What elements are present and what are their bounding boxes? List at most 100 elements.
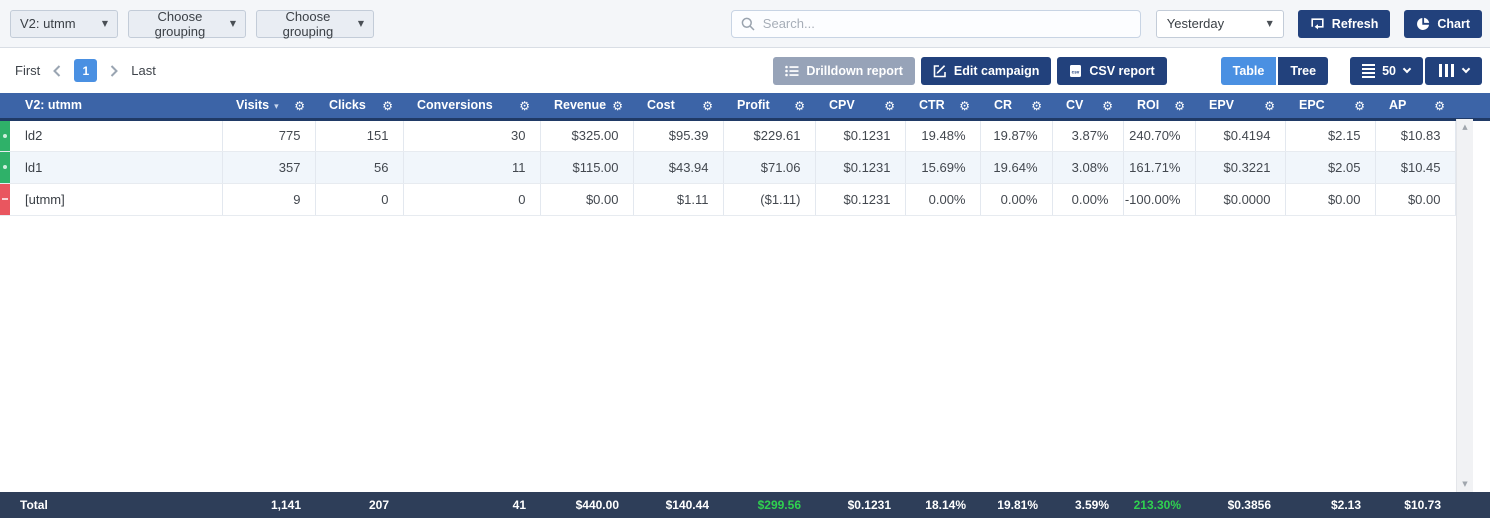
row-name-cell[interactable]: [utmm] [0, 183, 223, 216]
cell-conversions: 0 [403, 183, 541, 216]
table-row[interactable]: [utmm] 9 0 0 $0.00 $1.11 ($1.11) $0.1231 0.00% 0.… [0, 183, 1490, 216]
grouping-select-1[interactable]: Choose grouping ▼ [128, 9, 246, 39]
table-view-button[interactable]: Table [1220, 56, 1277, 85]
column-header-ap[interactable]: ⚙ AP [1375, 93, 1455, 121]
vertical-scrollbar[interactable]: ▲ ▼ [1456, 119, 1473, 492]
column-settings-gear-icon[interactable]: ⚙ [1102, 98, 1113, 113]
column-settings-gear-icon[interactable]: ⚙ [884, 98, 895, 113]
columns-select[interactable] [1425, 56, 1482, 85]
column-header-profit[interactable]: ⚙ Profit [723, 93, 815, 121]
pie-chart-icon [1417, 17, 1430, 30]
date-range-select[interactable]: Yesterday ▼ [1155, 9, 1284, 38]
total-label: Total [0, 492, 222, 518]
cell-epv: $0.3221 [1195, 151, 1286, 184]
column-header-revenue[interactable]: ⚙ Revenue [540, 93, 633, 121]
row-status-indicator [0, 151, 10, 183]
cell-profit: $71.06 [723, 151, 816, 184]
total-profit: $299.56 [723, 492, 815, 518]
scroll-down-icon[interactable]: ▼ [1462, 480, 1468, 488]
column-header-roi[interactable]: ⚙ ROI [1123, 93, 1195, 121]
total-epv: $0.3856 [1195, 492, 1285, 518]
scroll-up-icon[interactable]: ▲ [1462, 123, 1468, 131]
column-header-epc[interactable]: ⚙ EPC [1285, 93, 1375, 121]
column-header-epv[interactable]: ⚙ EPV [1195, 93, 1285, 121]
column-settings-gear-icon[interactable]: ⚙ [612, 98, 623, 113]
row-name-label: ld1 [25, 159, 43, 175]
pagination-current-page[interactable]: 1 [74, 59, 98, 82]
chart-button[interactable]: Chart [1404, 9, 1482, 38]
variable-select[interactable]: V2: utmm ▼ [10, 9, 118, 38]
cell-roi: 161.71% [1123, 151, 1196, 184]
svg-text:csv: csv [1072, 69, 1080, 74]
total-cost: $140.44 [633, 492, 723, 518]
cell-clicks: 56 [315, 151, 404, 184]
column-header-label: CR [994, 97, 1013, 112]
total-bar: Total 1,141 207 41 $440.00 $140.44 $299.56 $0.1… [0, 492, 1490, 518]
edit-campaign-button[interactable]: Edit campaign [920, 56, 1052, 85]
pagination-next-icon[interactable] [110, 64, 119, 77]
column-header-label: ROI [1137, 97, 1160, 112]
pagination-first[interactable]: First [15, 63, 41, 78]
csv-file-icon: csv [1070, 64, 1082, 77]
cell-visits: 775 [222, 119, 316, 152]
column-header-cost[interactable]: ⚙ Cost [633, 93, 723, 121]
grouping-select-2[interactable]: Choose grouping ▼ [256, 8, 374, 39]
table-row[interactable]: ld1 357 56 11 $115.00 $43.94 $71.06 $0.1231 15.6… [0, 151, 1490, 184]
tree-view-button[interactable]: Tree [1278, 56, 1329, 85]
column-settings-gear-icon[interactable]: ⚙ [519, 98, 530, 113]
column-settings-gear-icon[interactable]: ⚙ [1434, 98, 1445, 113]
table-view-label: Table [1232, 63, 1265, 78]
column-header-clicks[interactable]: ⚙ Clicks [315, 93, 403, 121]
dropdown-caret-icon: ▼ [357, 19, 364, 28]
cell-revenue: $115.00 [540, 151, 634, 184]
cell-cpv: $0.1231 [815, 151, 906, 184]
chart-label: Chart [1437, 16, 1470, 31]
search-input[interactable] [762, 16, 1131, 31]
column-settings-gear-icon[interactable]: ⚙ [1264, 98, 1275, 113]
column-header-label: Cost [647, 97, 675, 112]
column-settings-gear-icon[interactable]: ⚙ [959, 98, 970, 113]
header-row: V2: utmm ⚙ Visits ▾ ⚙ Clicks ⚙ Conversions ⚙ Reve… [0, 93, 1490, 121]
column-settings-gear-icon[interactable]: ⚙ [1354, 98, 1365, 113]
cell-epv: $0.0000 [1195, 183, 1286, 216]
column-settings-gear-icon[interactable]: ⚙ [382, 98, 393, 113]
row-name-label: ld2 [25, 128, 43, 143]
column-header-cpv[interactable]: ⚙ CPV [815, 93, 905, 121]
total-cpv: $0.1231 [815, 492, 905, 518]
cell-cpv: $0.1231 [815, 119, 906, 152]
csv-report-button[interactable]: csv CSV report [1057, 56, 1167, 85]
minus-mark-icon [2, 198, 8, 200]
column-settings-gear-icon[interactable]: ⚙ [294, 98, 305, 113]
page-size-select[interactable]: 50 [1350, 56, 1423, 85]
column-settings-gear-icon[interactable]: ⚙ [794, 98, 805, 113]
pagination-last[interactable]: Last [131, 63, 156, 78]
column-header-visits[interactable]: ⚙ Visits ▾ [222, 93, 315, 121]
total-ap: $10.73 [1375, 492, 1455, 518]
refresh-button[interactable]: Refresh [1297, 9, 1391, 38]
column-header-cv[interactable]: ⚙ CV [1052, 93, 1123, 121]
column-header-label: AP [1389, 97, 1407, 112]
column-header-cr[interactable]: ⚙ CR [980, 93, 1052, 121]
total-cv: 3.59% [1052, 492, 1123, 518]
column-settings-gear-icon[interactable]: ⚙ [702, 98, 713, 113]
column-settings-gear-icon[interactable]: ⚙ [1031, 98, 1042, 113]
row-status-indicator [0, 183, 10, 215]
row-name-cell[interactable]: ld1 [0, 151, 223, 184]
column-header-name[interactable]: V2: utmm [0, 93, 222, 121]
row-name-cell[interactable]: ld2 [0, 119, 223, 152]
column-header-ctr[interactable]: ⚙ CTR [905, 93, 980, 121]
cell-cv: 0.00% [1052, 183, 1124, 216]
column-header-conversions[interactable]: ⚙ Conversions [403, 93, 540, 121]
pagination-prev-icon[interactable] [53, 64, 61, 77]
grouping-select-2-value: Choose grouping [282, 8, 334, 39]
table-row[interactable]: ld2 775 151 30 $325.00 $95.39 $229.61 $0.1231 19… [0, 119, 1490, 152]
dropdown-caret-icon: ▼ [101, 19, 108, 28]
total-visits: 1,141 [222, 492, 315, 518]
cell-ctr: 0.00% [905, 183, 981, 216]
refresh-icon [1311, 18, 1324, 30]
column-header-label: Conversions [417, 97, 493, 112]
cell-cr: 19.64% [980, 151, 1053, 184]
total-row: Total 1,141 207 41 $440.00 $140.44 $299.56 $0.1… [0, 492, 1490, 518]
drilldown-report-button[interactable]: Drilldown report [773, 56, 915, 85]
column-settings-gear-icon[interactable]: ⚙ [1174, 98, 1185, 113]
